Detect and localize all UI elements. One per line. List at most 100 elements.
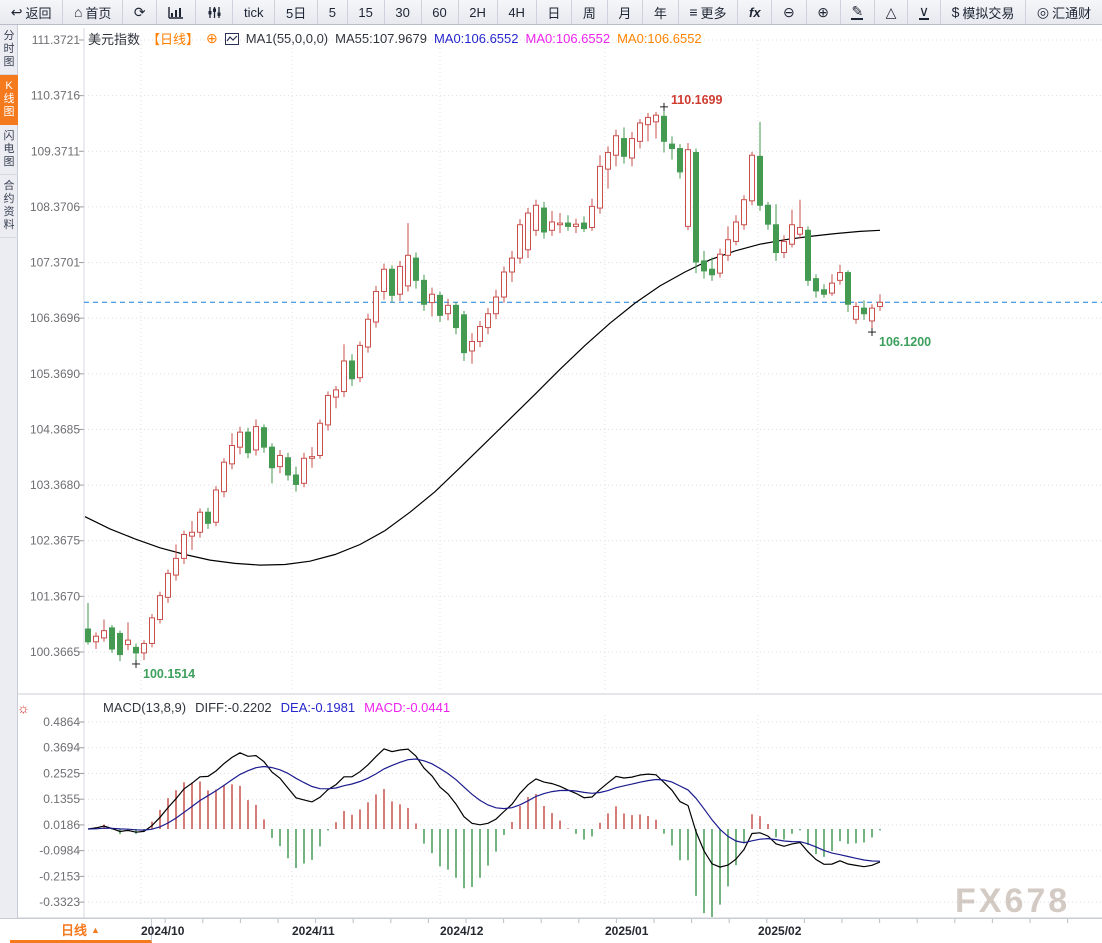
sidebar-tab-lightning-chart[interactable]: 闪电图 (0, 125, 18, 175)
toolbar-item-label: 汇通财 (1052, 5, 1092, 21)
volume-chart-icon (168, 6, 184, 19)
macd-gridlines (79, 721, 1102, 903)
toolbar-item-refresh[interactable]: ⟳ (123, 0, 158, 24)
period-tag: 【日线】 (147, 32, 200, 47)
home-icon: ⌂ (73, 4, 83, 20)
chart-legend: 美元指数 【日线】 ⊕ MA1(55,0,0,0) MA55:107.9679 … (88, 29, 702, 48)
toolbar-item-period-month[interactable]: 月 (608, 0, 644, 24)
toolbar-item-label: fx (749, 4, 761, 20)
toolbar-item-period-week[interactable]: 周 (572, 0, 608, 24)
svg-text:108.3706: 108.3706 (30, 200, 80, 214)
toolbar-item-period-5d[interactable]: 5日 (275, 0, 318, 24)
svg-text:0.3694: 0.3694 (43, 741, 80, 755)
toolbar-item-label: 30 (395, 4, 410, 20)
period-selector-label: 日线 (61, 923, 88, 938)
macd-legend: MACD(13,8,9) DIFF:-0.2202 DEA:-0.1981 MA… (103, 700, 450, 715)
dollar-icon: $ (951, 4, 960, 20)
toolbar-item-label: 首页 (85, 5, 112, 21)
mini-chart-icon[interactable] (224, 32, 239, 45)
toolbar-item-period-15m[interactable]: 15 (348, 0, 385, 24)
x-axis-label: 2024/12 (440, 924, 484, 938)
svg-text:109.3711: 109.3711 (31, 144, 80, 158)
toolbar-item-label: 15 (358, 4, 373, 20)
svg-text:103.3680: 103.3680 (30, 478, 80, 492)
toolbar-item-period-year[interactable]: 年 (643, 0, 679, 24)
toolbar-item-formula[interactable]: fx (738, 0, 773, 24)
annotation-106.1200: 106.1200 (868, 328, 931, 349)
toolbar-item-period-tick[interactable]: tick (233, 0, 276, 24)
month-gridlines (140, 40, 759, 905)
svg-text:107.3701: 107.3701 (30, 256, 80, 270)
svg-text:110.3716: 110.3716 (31, 89, 80, 103)
toolbar-item-buy-order[interactable]: △ (875, 0, 909, 24)
svg-text:0.4864: 0.4864 (43, 715, 80, 729)
toolbar-item-period-4h[interactable]: 4H (498, 0, 537, 24)
add-indicator-icon[interactable]: ⊕ (206, 30, 218, 46)
bottom-axis-bar: 日线 ▲ 2024/10 2024/11 2024/12 2025/01 2025/02 (0, 918, 1102, 943)
refresh-icon: ⟳ (133, 4, 146, 20)
toolbar-item-period-day[interactable]: 日 (537, 0, 573, 24)
macd-axis-labels: 0.4864 0.3694 0.2525 0.1355 0.0186 -0.0984 -0.… (39, 715, 80, 909)
svg-text:0.0186: 0.0186 (43, 818, 80, 832)
toolbar-item-volume-chart[interactable] (157, 0, 196, 24)
macd-settings-icon[interactable]: ☼ (17, 700, 30, 716)
back-arrow-icon: ↩ (10, 4, 23, 20)
svg-text:-0.3323: -0.3323 (39, 895, 80, 909)
svg-text:0.1355: 0.1355 (43, 792, 80, 806)
ma55-value: MA55:107.9679 (335, 31, 427, 46)
svg-text:100.1514: 100.1514 (143, 667, 195, 681)
toolbar-item-more[interactable]: ≡ 更多 (679, 0, 739, 24)
sliders-icon (207, 6, 222, 19)
toolbar-item-label: 模拟交易 (962, 5, 1015, 21)
macd-params: MACD(13,8,9) (103, 700, 187, 715)
svg-text:101.3670: 101.3670 (30, 589, 80, 603)
toolbar-item-huitong-finance[interactable]: ◎ 汇通财 (1026, 0, 1102, 24)
svg-text:104.3685: 104.3685 (30, 422, 80, 436)
sidebar-tab-contract-info[interactable]: 合约资料 (0, 175, 18, 238)
toolbar-item-back[interactable]: ↩ 返回 (0, 0, 64, 24)
toolbar-item-simulated-trading[interactable]: $ 模拟交易 (941, 0, 1027, 24)
svg-text:0.2525: 0.2525 (43, 766, 80, 780)
toolbar-item-period-5m[interactable]: 5 (318, 0, 348, 24)
toolbar-item-label: 5 (328, 4, 336, 20)
x-axis-label: 2025/01 (605, 924, 649, 938)
toolbar-item-label: 返回 (25, 5, 52, 21)
toolbar-item-period-2h[interactable]: 2H (459, 0, 498, 24)
toolbar-item-period-30m[interactable]: 30 (385, 0, 422, 24)
toolbar-item-label: 2H (469, 4, 486, 20)
svg-text:-0.0984: -0.0984 (39, 844, 80, 858)
toolbar-item-zoom-out[interactable]: ⊖ (772, 0, 807, 24)
toolbar-item-period-60m[interactable]: 60 (422, 0, 459, 24)
toolbar-item-home[interactable]: ⌂ 首页 (63, 0, 124, 24)
x-axis-label: 2024/10 (141, 924, 185, 938)
candles (85, 106, 883, 664)
period-selector[interactable]: 日线 ▲ (10, 919, 152, 943)
annotation-110.1699: 110.1699 (660, 93, 722, 111)
macd-value: MACD:-0.0441 (364, 700, 451, 715)
toolbar-item-sell-order[interactable]: ∨ (908, 0, 941, 24)
toolbar-item-label: 更多 (700, 5, 727, 21)
chevron-up-icon: ▲ (91, 924, 100, 935)
sidebar-tab-time-share-chart[interactable]: 分时图 (0, 25, 18, 75)
toolbar: ↩ 返回 ⌂ 首页 ⟳ tick 5日 5 15 30 60 2H 4H 日周月年 ≡ 更多 fx ⊖ ⊕ ✎ △ ∨ $ 模… (0, 0, 1102, 25)
x-axis-label: 2025/02 (758, 924, 802, 938)
svg-text:106.1200: 106.1200 (879, 335, 931, 349)
main-gridlines (0, 28, 1102, 919)
triangle-down-icon: ∨ (918, 3, 930, 20)
toolbar-item-draw-tool[interactable]: ✎ (841, 0, 875, 24)
svg-text:111.3721: 111.3721 (32, 33, 81, 47)
toolbar-item-label: 5日 (286, 5, 307, 21)
x-axis-label: 2024/11 (292, 924, 335, 938)
macd-histogram (95, 781, 881, 917)
target-icon: ◎ (1036, 4, 1050, 20)
triangle-up-icon: △ (885, 4, 897, 20)
toolbar-item-zoom-in[interactable]: ⊕ (807, 0, 841, 24)
ma0-value-1: MA0:106.6552 (433, 31, 519, 46)
toolbar-item-indicator-settings[interactable] (196, 0, 234, 24)
ma0-value-3: MA0:106.6552 (617, 31, 702, 46)
menu-icon: ≡ (689, 4, 698, 20)
